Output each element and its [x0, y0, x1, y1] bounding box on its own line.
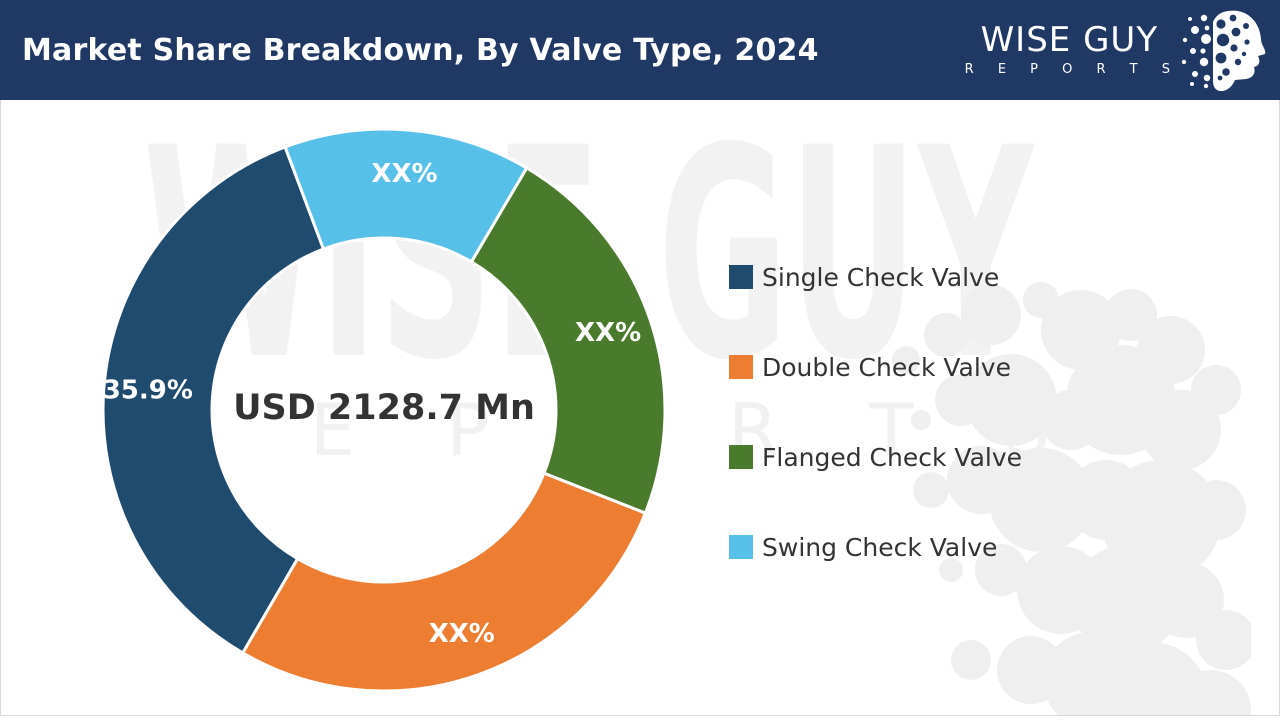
chart-legend: Single Check Valve Double Check Valve Fl… [729, 262, 1023, 562]
legend-label: Swing Check Valve [762, 532, 998, 562]
chart-center-value: USD 2128.7 Mn [233, 388, 535, 428]
legend-label: Double Check Valve [762, 352, 1011, 382]
legend-swatch-icon [729, 265, 753, 289]
legend-label: Single Check Valve [762, 262, 1000, 292]
legend-label: Flanged Check Valve [762, 442, 1023, 472]
legend-item-double-check-valve: Double Check Valve [729, 352, 1022, 382]
donut-segment-swing-check-valve [283, 127, 529, 264]
page-title: Market Share Breakdown, By Valve Type, 2… [22, 32, 819, 68]
legend-swatch-icon [729, 355, 753, 379]
segment-percent-label: XX% [575, 318, 641, 348]
legend-swatch-icon [729, 445, 753, 469]
chart-card: WISE GUY R E P O R T S 35.9%XX%XX%XX% US… [0, 100, 1280, 716]
donut-segment-double-check-valve [241, 471, 647, 693]
segment-percent-label: XX% [371, 159, 437, 189]
donut-segment-single-check-valve [101, 145, 325, 655]
header: Market Share Breakdown, By Valve Type, 2… [0, 0, 1280, 100]
brain-face-logo-icon [1181, 10, 1266, 92]
segment-percent-label: 35.9% [103, 375, 193, 405]
legend-item-flanged-check-valve: Flanged Check Valve [729, 442, 1023, 472]
brand-logo-text: WISE GUY R E P O R T S [959, 20, 1180, 77]
brand-name: WISE GUY [980, 20, 1159, 61]
donut-chart: 35.9% XX% XX% XX% [101, 127, 667, 693]
brand-logo: WISE GUY R E P O R T S [959, 6, 1268, 94]
legend-item-swing-check-valve: Swing Check Valve [729, 532, 1022, 562]
dotted-head-watermark [892, 282, 1251, 715]
legend-swatch-icon [729, 535, 753, 559]
legend-item-single-check-valve: Single Check Valve [729, 262, 1022, 292]
brand-tagline: R E P O R T S [964, 61, 1180, 77]
donut-segment-flanged-check-valve [469, 166, 667, 515]
segment-percent-label: XX% [429, 619, 495, 649]
